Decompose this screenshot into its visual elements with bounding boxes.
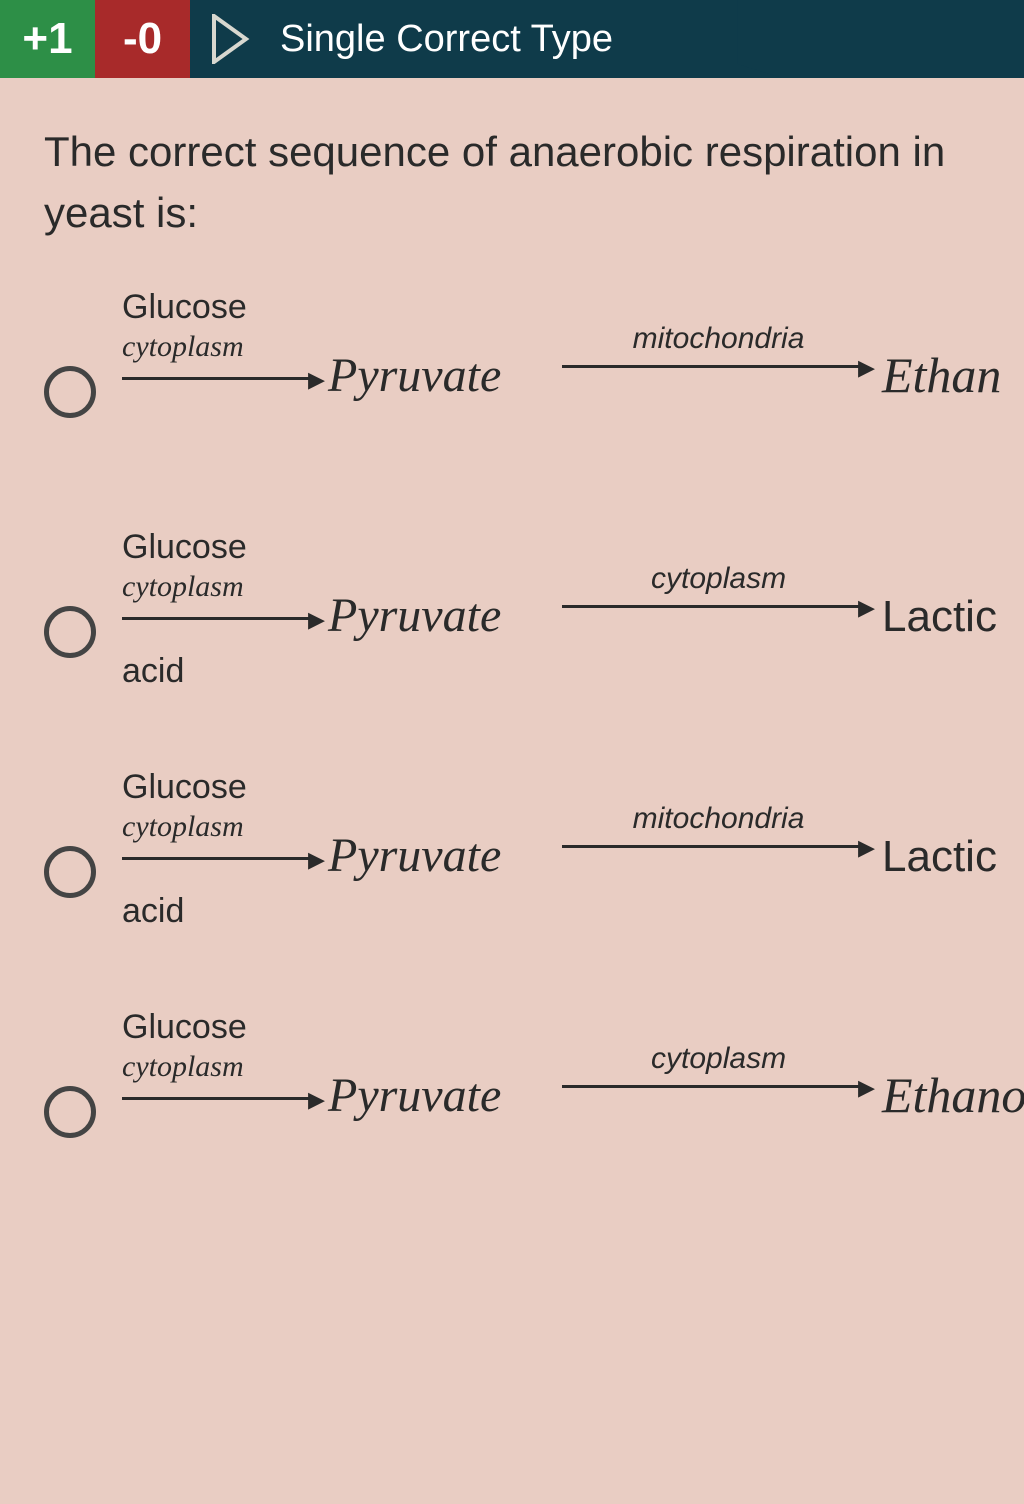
glucose-label: Glucose bbox=[122, 286, 247, 329]
option-content: Glucosecytoplasm▸Pyruvatecytoplasm▸Ethan… bbox=[122, 1054, 980, 1164]
option-content: Glucosecytoplasm▸Pyruvatecytoplasm▸Lacti… bbox=[122, 574, 980, 684]
pyruvate-label: Pyruvate bbox=[328, 348, 501, 403]
radio-button[interactable] bbox=[44, 366, 96, 418]
product-label: Ethan bbox=[882, 346, 1001, 404]
arrow-2-icon: ▸ bbox=[562, 838, 875, 856]
play-indicator bbox=[190, 0, 270, 78]
arrow-2-group: mitochondria ▸ bbox=[562, 802, 875, 856]
location-label-2: cytoplasm bbox=[562, 1042, 875, 1076]
option-3[interactable]: Glucosecytoplasm▸Pyruvatemitochondria▸La… bbox=[44, 814, 980, 924]
reaction-start-label: Glucosecytoplasm bbox=[122, 1006, 247, 1086]
score-negative-badge: -0 bbox=[95, 0, 190, 78]
play-triangle-icon bbox=[210, 14, 250, 64]
location-label-1: cytoplasm bbox=[122, 808, 247, 846]
acid-label: acid bbox=[122, 892, 184, 931]
question-type-text: Single Correct Type bbox=[280, 18, 613, 61]
option-content: Glucosecytoplasm▸Pyruvatemitochondria▸Et… bbox=[122, 334, 980, 444]
arrow-2-group: cytoplasm ▸ bbox=[562, 1042, 875, 1096]
arrow-1-icon: ▸ bbox=[122, 370, 325, 388]
option-list: Glucosecytoplasm▸Pyruvatemitochondria▸Et… bbox=[44, 334, 980, 1164]
radio-button[interactable] bbox=[44, 846, 96, 898]
score-negative-value: -0 bbox=[123, 14, 162, 64]
product-label: Ethanol bbox=[882, 1066, 1024, 1124]
pyruvate-label: Pyruvate bbox=[328, 1068, 501, 1123]
location-label-1: cytoplasm bbox=[122, 1048, 247, 1086]
option-1[interactable]: Glucosecytoplasm▸Pyruvatemitochondria▸Et… bbox=[44, 334, 980, 444]
reaction-start-label: Glucosecytoplasm bbox=[122, 766, 247, 846]
arrow-2-group: mitochondria ▸ bbox=[562, 322, 875, 376]
arrow-2-icon: ▸ bbox=[562, 358, 875, 376]
location-label-2: mitochondria bbox=[562, 802, 875, 836]
question-text: The correct sequence of anaerobic respir… bbox=[44, 122, 980, 244]
play-triangle-shape bbox=[214, 16, 246, 62]
radio-button[interactable] bbox=[44, 606, 96, 658]
acid-label: acid bbox=[122, 652, 184, 691]
quiz-header: +1 -0 Single Correct Type bbox=[0, 0, 1024, 78]
option-content: Glucosecytoplasm▸Pyruvatemitochondria▸La… bbox=[122, 814, 980, 924]
glucose-label: Glucose bbox=[122, 526, 247, 569]
option-2[interactable]: Glucosecytoplasm▸Pyruvatecytoplasm▸Lacti… bbox=[44, 574, 980, 684]
arrow-2-icon: ▸ bbox=[562, 1078, 875, 1096]
score-positive-badge: +1 bbox=[0, 0, 95, 78]
quiz-screen: +1 -0 Single Correct Type The correct se… bbox=[0, 0, 1024, 1504]
arrow-1-icon: ▸ bbox=[122, 850, 325, 868]
product-label: Lactic bbox=[882, 832, 997, 882]
arrow-2-group: cytoplasm ▸ bbox=[562, 562, 875, 616]
location-label-1: cytoplasm bbox=[122, 328, 247, 366]
glucose-label: Glucose bbox=[122, 1006, 247, 1049]
location-label-2: mitochondria bbox=[562, 322, 875, 356]
radio-button[interactable] bbox=[44, 1086, 96, 1138]
score-positive-value: +1 bbox=[22, 14, 72, 64]
option-4[interactable]: Glucosecytoplasm▸Pyruvatecytoplasm▸Ethan… bbox=[44, 1054, 980, 1164]
pyruvate-label: Pyruvate bbox=[328, 828, 501, 883]
arrow-1-icon: ▸ bbox=[122, 610, 325, 628]
question-body: The correct sequence of anaerobic respir… bbox=[0, 78, 1024, 1504]
reaction-start-label: Glucosecytoplasm bbox=[122, 526, 247, 606]
location-label-2: cytoplasm bbox=[562, 562, 875, 596]
arrow-1-icon: ▸ bbox=[122, 1090, 325, 1108]
location-label-1: cytoplasm bbox=[122, 568, 247, 606]
arrow-2-icon: ▸ bbox=[562, 598, 875, 616]
reaction-start-label: Glucosecytoplasm bbox=[122, 286, 247, 366]
glucose-label: Glucose bbox=[122, 766, 247, 809]
product-label: Lactic bbox=[882, 592, 997, 642]
pyruvate-label: Pyruvate bbox=[328, 588, 501, 643]
question-type-label: Single Correct Type bbox=[270, 0, 1024, 78]
